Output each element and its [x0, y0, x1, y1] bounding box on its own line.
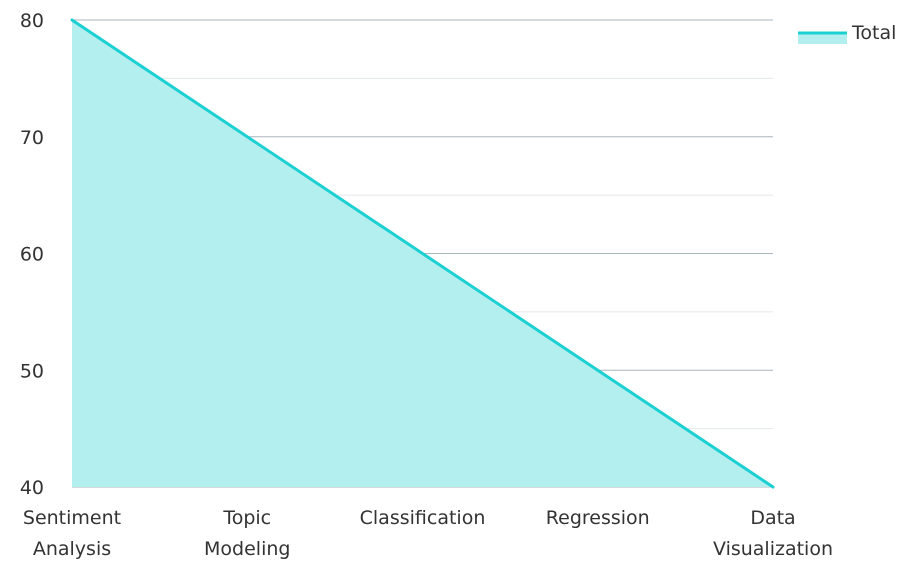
x-tick-label: Classification — [360, 507, 486, 529]
y-tick-label: 70 — [20, 127, 44, 149]
y-tick-label: 50 — [20, 360, 44, 382]
y-tick-label: 40 — [20, 477, 44, 499]
y-tick-label: 60 — [20, 244, 44, 266]
y-axis: 40 50 60 70 80 — [20, 10, 44, 499]
legend-label-total[interactable]: Total — [851, 22, 896, 44]
legend[interactable]: Total — [798, 22, 896, 44]
x-tick-label: Regression — [546, 507, 650, 529]
y-tick-label: 80 — [20, 10, 44, 32]
